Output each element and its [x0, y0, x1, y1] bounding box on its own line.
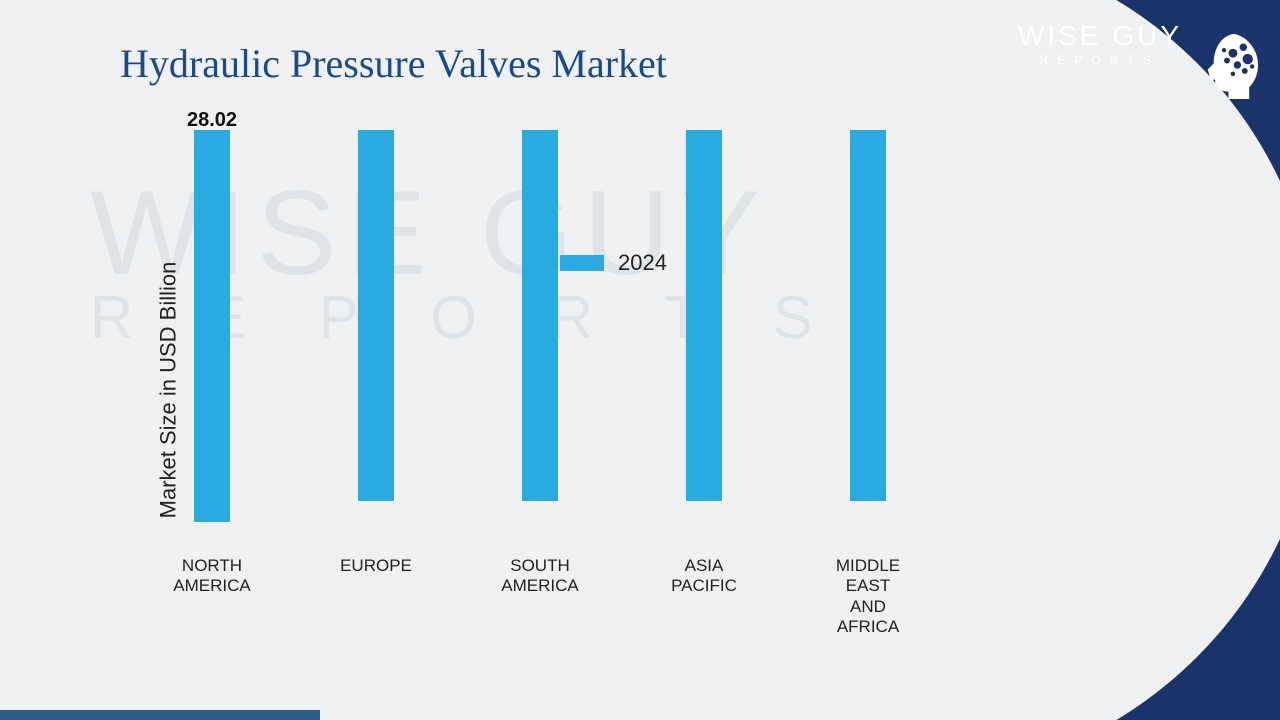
chart-title: Hydraulic Pressure Valves Market [120, 40, 667, 87]
x-axis-label: NORTHAMERICA [138, 550, 286, 650]
bar [358, 130, 394, 501]
bottom-accent-bar [0, 710, 320, 720]
x-axis-label: ASIAPACIFIC [630, 550, 778, 650]
x-axis-label: SOUTHAMERICA [466, 550, 614, 650]
legend-swatch [560, 255, 604, 271]
bar-value-label: 28.02 [187, 109, 237, 132]
bar-column [466, 130, 614, 550]
x-axis-label: EUROPE [302, 550, 450, 650]
bar-column [794, 130, 942, 550]
bar-column [302, 130, 450, 550]
bar [522, 130, 558, 501]
brand-logo: WISE GUY REPORTS [1018, 22, 1258, 69]
x-labels-container: NORTHAMERICAEUROPESOUTHAMERICAASIAPACIFI… [130, 550, 950, 650]
bar [194, 130, 230, 522]
bars-container: 28.02 [130, 130, 950, 550]
bar [686, 130, 722, 501]
x-axis-label: MIDDLEEASTANDAFRICA [794, 550, 942, 650]
page-root: WISE GUY REPORTS Hydraulic Pressure Valv… [0, 0, 1280, 720]
brand-logo-main: WISE GUY [1018, 22, 1182, 50]
legend: 2024 [560, 250, 667, 276]
plot-region: 28.02 [130, 130, 950, 550]
bar [850, 130, 886, 501]
brand-logo-sub: REPORTS [1018, 52, 1182, 69]
chart-area: Market Size in USD Billion 28.02 NORTHAM… [70, 130, 950, 650]
bar-column: 28.02 [138, 130, 286, 550]
head-icon [1190, 28, 1264, 102]
legend-label: 2024 [618, 250, 667, 276]
bar-column [630, 130, 778, 550]
